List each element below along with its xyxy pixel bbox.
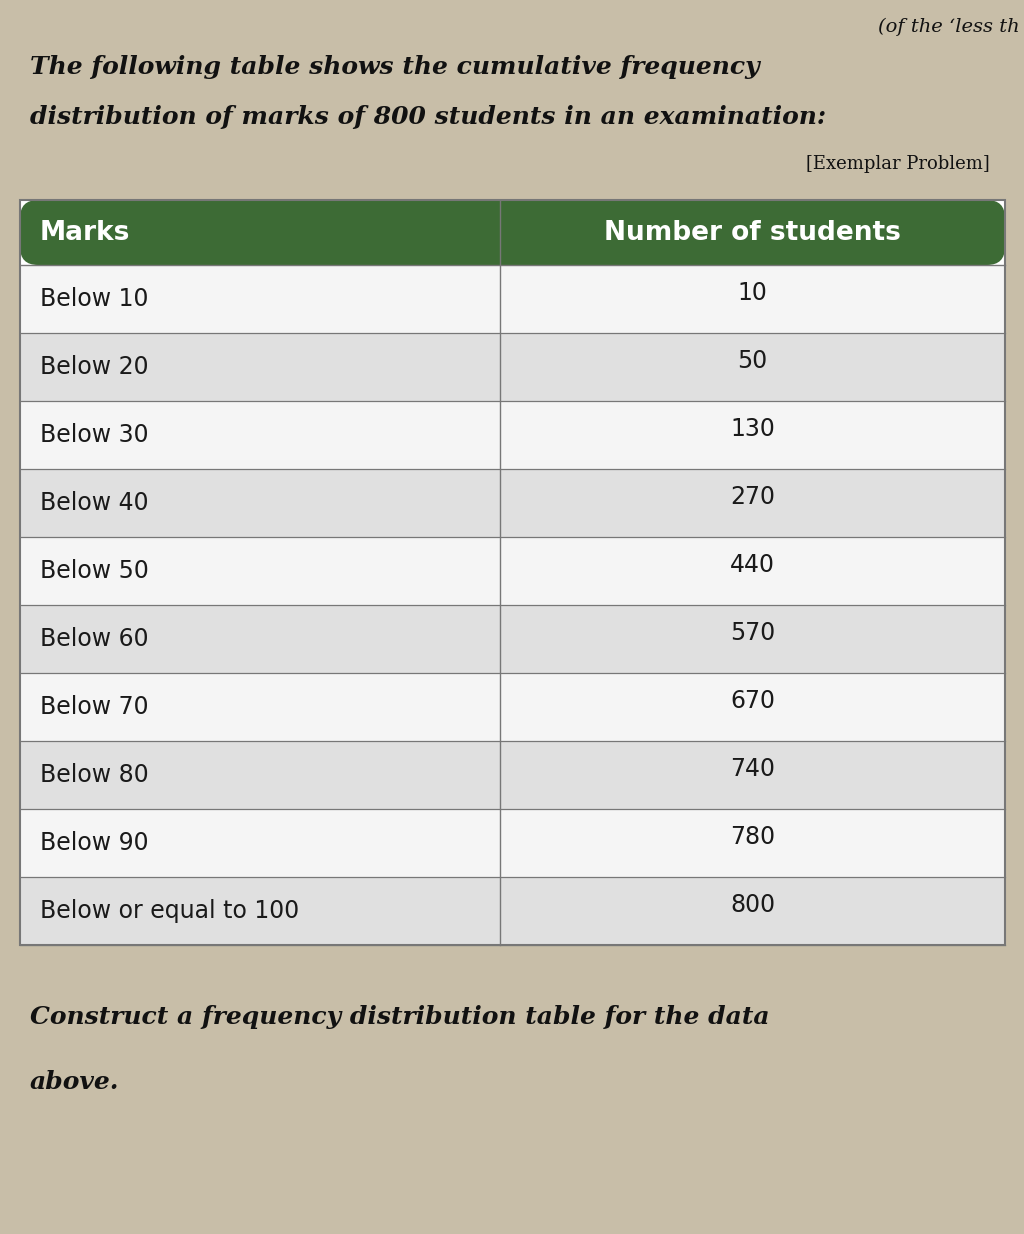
Text: 740: 740 [730, 756, 775, 781]
Text: The following table shows the cumulative frequency: The following table shows the cumulative… [30, 56, 760, 79]
Text: Below 50: Below 50 [40, 559, 148, 582]
Text: (of the ‘less th: (of the ‘less th [879, 19, 1020, 36]
Bar [20, 469, 1005, 537]
Bar [20, 333, 1005, 401]
Bar [20, 537, 1005, 605]
Bar [20, 740, 1005, 810]
Text: 130: 130 [730, 417, 775, 441]
Text: 50: 50 [737, 349, 768, 373]
Text: Below 20: Below 20 [40, 355, 148, 379]
Text: [Exemplar Problem]: [Exemplar Problem] [806, 155, 990, 173]
Text: Below 80: Below 80 [40, 763, 148, 787]
Text: 10: 10 [737, 281, 767, 305]
Text: 570: 570 [730, 621, 775, 645]
Text: Below or equal to 100: Below or equal to 100 [40, 900, 299, 923]
Bar [20, 200, 1005, 945]
Text: 440: 440 [730, 553, 775, 578]
Text: Below 30: Below 30 [40, 423, 148, 447]
Text: Number of students: Number of students [604, 220, 901, 246]
Text: 800: 800 [730, 893, 775, 917]
Bar [20, 401, 1005, 469]
FancyBboxPatch shape [20, 200, 1005, 265]
Text: Below 90: Below 90 [40, 830, 148, 855]
Text: Below 60: Below 60 [40, 627, 148, 652]
Bar [20, 673, 1005, 740]
Bar [20, 200, 1005, 945]
Bar [20, 877, 1005, 945]
Bar [20, 605, 1005, 673]
Bar [20, 265, 1005, 333]
Text: Construct a frequency distribution table for the data: Construct a frequency distribution table… [30, 1004, 770, 1029]
Text: Below 10: Below 10 [40, 288, 148, 311]
Text: 270: 270 [730, 485, 775, 508]
Text: 670: 670 [730, 689, 775, 713]
Text: above.: above. [30, 1070, 120, 1095]
Text: distribution of marks of 800 students in an examination:: distribution of marks of 800 students in… [30, 105, 826, 130]
Text: Below 70: Below 70 [40, 695, 148, 719]
Text: 780: 780 [730, 826, 775, 849]
Text: Below 40: Below 40 [40, 491, 148, 515]
Bar [20, 810, 1005, 877]
Text: Marks: Marks [40, 220, 130, 246]
